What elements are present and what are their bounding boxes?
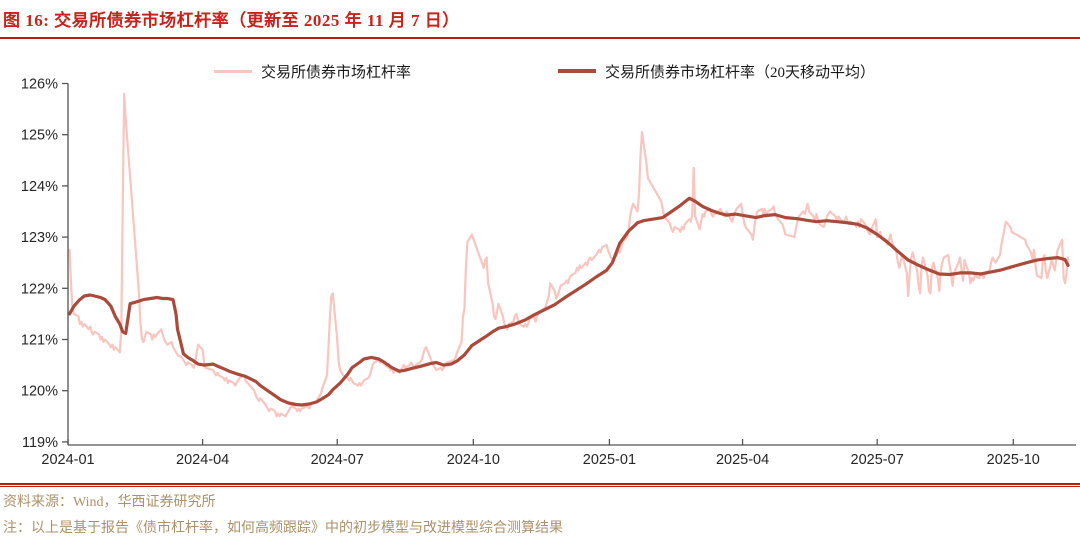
legend-label-daily: 交易所债券市场杠杆率 bbox=[261, 64, 412, 81]
y-tick-label: 124% bbox=[21, 179, 58, 195]
y-tick-label: 120% bbox=[21, 384, 58, 400]
legend-item-ma: 交易所债券市场杠杆率（20天移动平均） bbox=[558, 62, 876, 81]
x-tick-label: 2025-10 bbox=[987, 452, 1040, 468]
x-tick-label: 2024-01 bbox=[41, 452, 94, 468]
title-divider bbox=[0, 37, 1080, 39]
y-tick-label: 126% bbox=[21, 77, 58, 93]
footer-divider-bottom bbox=[0, 486, 1080, 487]
x-tick-label: 2024-07 bbox=[311, 452, 364, 468]
x-tick-label: 2024-04 bbox=[176, 452, 229, 468]
source-text: 资料来源：Wind，华西证券研究所 bbox=[3, 495, 216, 510]
ma-line-swatch bbox=[558, 69, 596, 73]
legend-item-daily: 交易所债券市场杠杆率 bbox=[214, 62, 412, 81]
axis-spines bbox=[67, 83, 1076, 446]
y-tick-label: 123% bbox=[21, 230, 58, 246]
legend-label-ma: 交易所债券市场杠杆率（20天移动平均） bbox=[605, 64, 876, 81]
y-tick-label: 125% bbox=[21, 128, 58, 144]
note-text: 注：以上是基于报告《债市杠杆率，如何高频跟踪》中的初步模型与改进模型综合测算结果 bbox=[3, 521, 563, 536]
daily-line-swatch bbox=[214, 69, 252, 73]
y-tick-label: 119% bbox=[22, 435, 58, 451]
footer-divider-top bbox=[0, 483, 1080, 485]
leverage-chart: 126% 125% 124% 123% 122% 121% 120% 119%2024-01 2… bbox=[21, 77, 1076, 468]
figure-title: 图 16: 交易所债券市场杠杆率（更新至 2025 年 11 月 7 日） bbox=[3, 11, 460, 30]
chart-legend: 交易所债券市场杠杆率 交易所债券市场杠杆率（20天移动平均） bbox=[0, 62, 1080, 81]
ma-leverage-line bbox=[67, 196, 1070, 407]
daily-leverage-line bbox=[68, 92, 1070, 418]
x-tick-label: 2025-04 bbox=[716, 452, 769, 468]
x-tick-label: 2025-07 bbox=[851, 452, 904, 468]
x-tick-label: 2025-01 bbox=[583, 452, 636, 468]
y-tick-label: 122% bbox=[21, 281, 58, 297]
y-tick-label: 121% bbox=[21, 333, 58, 349]
x-tick-label: 2024-10 bbox=[447, 452, 500, 468]
